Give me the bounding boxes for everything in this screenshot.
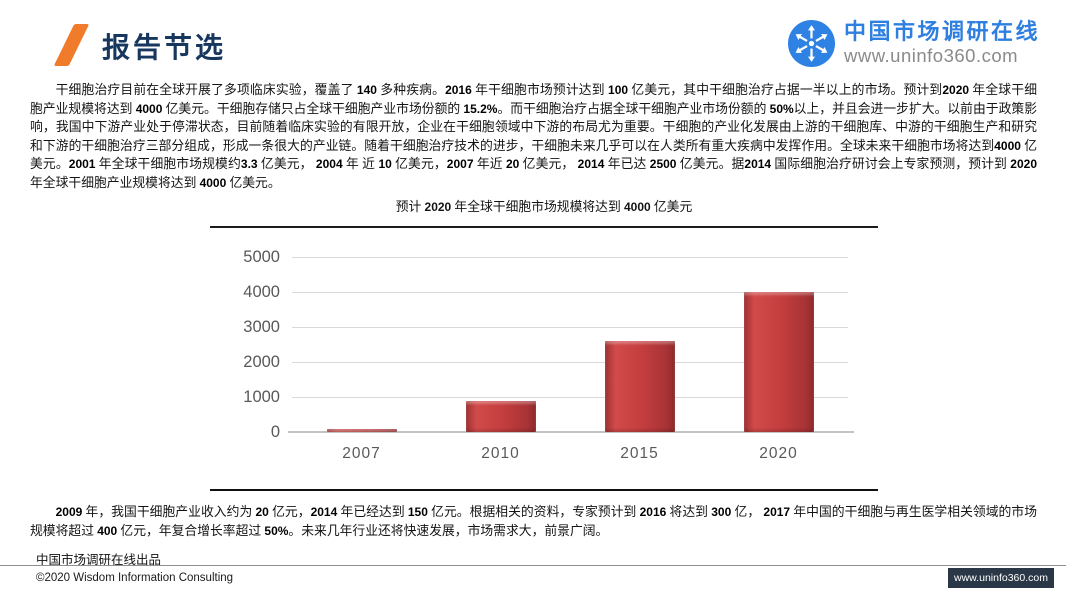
y-axis-tick-label: 2000 [243,353,280,371]
gridline [292,327,848,328]
brand-block[interactable]: 中国市场调研在线 www.uninfo360.com [787,19,1040,67]
bar-2020 [743,292,814,432]
footer-url-badge[interactable]: www.uninfo360.com [948,568,1054,588]
footer-copyright: ©2020 Wisdom Information Consulting [36,572,234,584]
x-axis-tick-label: 2020 [759,445,798,462]
x-axis-line [288,431,854,433]
brand-name: 中国市场调研在线 [843,19,1040,45]
gridline [292,257,848,258]
snowflake-compass-icon [787,20,835,67]
gridline [292,362,848,363]
footer-producer: 中国市场调研在线出品 [36,553,162,567]
y-axis-tick-label: 0 [270,423,280,441]
y-axis-tick-label: 1000 [243,388,280,406]
intro-paragraph: 干细胞治疗目前在全球开展了多项临床实验，覆盖了 140 多种疾病。2016 年干… [30,83,1038,190]
gridline [292,292,848,293]
bar-2010 [465,400,536,432]
orange-slash-icon [53,24,90,66]
y-axis-tick-label: 4000 [243,283,280,301]
x-axis-tick-label: 2007 [342,445,381,462]
x-axis-tick-label: 2010 [481,445,520,462]
gridline [292,397,848,398]
page-title: 报告节选 [102,32,227,63]
bar-2007 [326,428,397,432]
bar-chart: 0 1000 2000 3000 4000 5000 2007 2010 2015 2020 [210,240,878,480]
y-axis-tick-label: 3000 [243,318,280,336]
footer-divider [0,565,1066,566]
summary-paragraph: 2009 年，我国干细胞产业收入约为 20 亿元，2014 年已经达到 150 … [30,505,1037,538]
bar-2015 [604,341,675,432]
y-axis-tick-label: 5000 [243,248,280,266]
chart-top-rule [210,226,878,228]
chart-bottom-rule [210,489,878,491]
chart-title: 预计 2020 年全球干细胞市场规模将达到 4000 亿美元 [395,200,693,214]
x-axis-tick-label: 2015 [620,445,659,462]
brand-url[interactable]: www.uninfo360.com [843,45,1019,67]
